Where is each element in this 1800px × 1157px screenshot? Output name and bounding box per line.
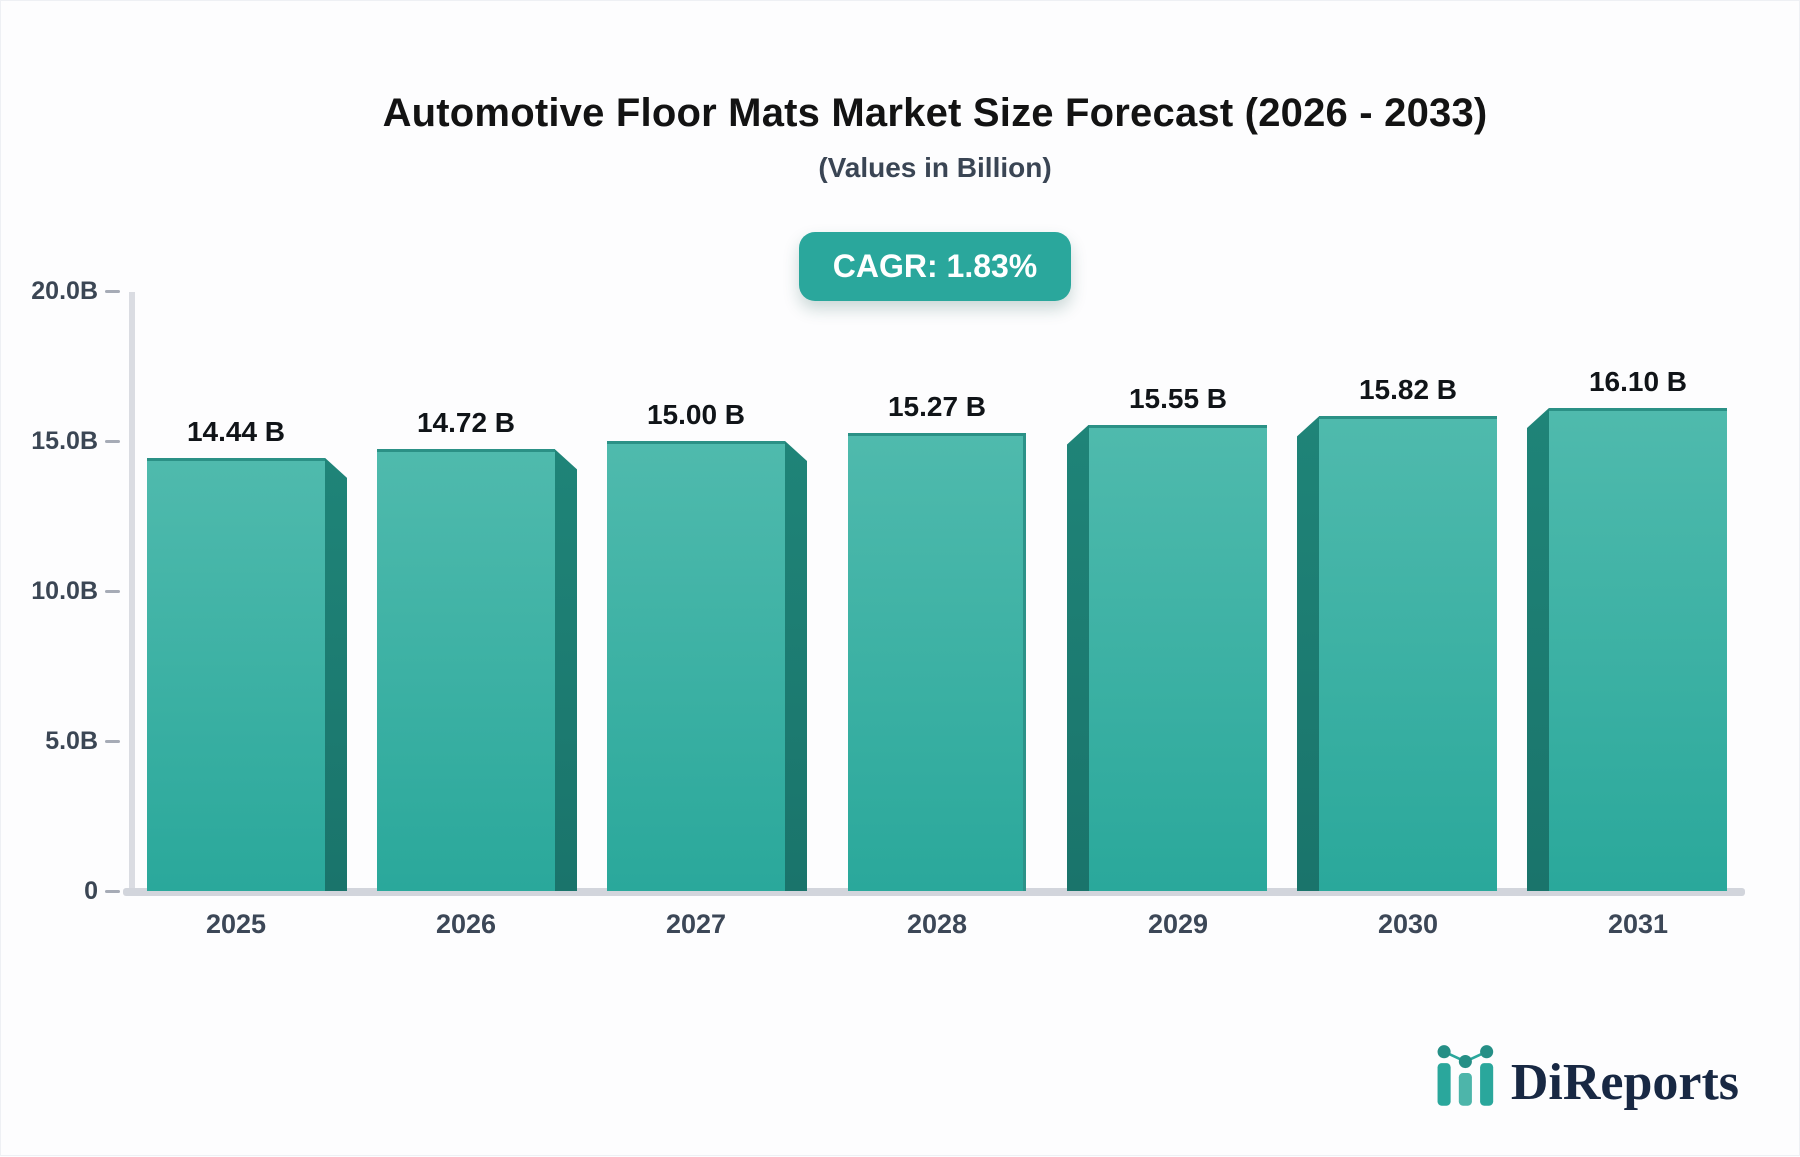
bar-2029: 15.55 B — [1067, 383, 1267, 891]
bar-face — [1549, 408, 1727, 891]
bar-face — [607, 441, 785, 891]
bar-slot-2027: 15.00 B 2027 — [592, 291, 822, 939]
bars-row: 14.44 B 2025 14.72 B 2026 15.00 B 2027 15.27 B… — [132, 291, 1742, 939]
y-axis-tick-label: 10.0B — [31, 577, 98, 605]
bar-value-label: 14.44 B — [186, 415, 286, 447]
bar-2028: 15.27 B — [837, 391, 1037, 891]
chart-header: Automotive Floor Mats Market Size Foreca… — [1, 1, 1799, 184]
bar-value-label: 15.55 B — [1128, 382, 1228, 414]
bar-face — [1089, 424, 1267, 891]
bar-slot-2025: 14.44 B 2025 — [132, 291, 362, 939]
bar-3d-side — [325, 457, 347, 891]
bar-3d-side — [1527, 408, 1549, 891]
y-axis-tick-mark — [105, 739, 120, 743]
bar-3d-side — [1067, 424, 1089, 891]
bar-2030: 15.82 B — [1297, 374, 1497, 891]
chart-subtitle: (Values in Billion) — [818, 152, 1052, 183]
y-axis-tick-mark — [105, 589, 120, 593]
y-axis-tick-label: 5.0B — [45, 727, 98, 755]
bar-face — [848, 432, 1026, 891]
bar-slot-2029: 15.55 B 2029 — [1052, 291, 1282, 939]
x-axis-tick-label: 2025 — [205, 909, 267, 939]
y-axis-tick-label: 15.0B — [31, 427, 98, 455]
bar-face — [1319, 416, 1497, 891]
x-axis-tick-label: 2028 — [906, 909, 968, 939]
bar-value-label: 15.82 B — [1358, 374, 1458, 406]
bar-3d-side — [785, 441, 807, 891]
bar-face — [147, 457, 325, 891]
logo-text: DiReports — [1510, 1054, 1739, 1111]
x-axis-tick-label: 2031 — [1607, 909, 1669, 939]
bar-3d-side — [1297, 416, 1319, 891]
y-axis-tick-label: 0 — [84, 877, 98, 905]
x-axis-line — [123, 888, 1745, 896]
bar-face — [377, 449, 555, 891]
bar-chart-dots-icon — [1437, 1045, 1493, 1106]
y-axis-tick-mark — [105, 439, 120, 443]
cagr-badge: CAGR: 1.83% — [798, 232, 1072, 301]
bar-3d-side — [555, 449, 577, 891]
x-axis-tick-label: 2030 — [1377, 909, 1439, 939]
bar-2025: 14.44 B — [147, 416, 347, 891]
bar-2031: 16.10 B — [1527, 366, 1727, 891]
bar-slot-2030: 15.82 B 2030 — [1282, 291, 1512, 939]
bar-2026: 14.72 B — [377, 407, 577, 891]
bar-value-label: 15.27 B — [887, 390, 987, 422]
bar-value-label: 14.72 B — [416, 407, 516, 439]
bar-value-label: 16.10 B — [1588, 366, 1688, 397]
x-axis-tick-label: 2026 — [435, 909, 497, 939]
y-axis-tick-mark — [105, 889, 120, 893]
chart-title: Automotive Floor Mats Market Size Foreca… — [382, 91, 1488, 135]
bar-slot-2028: 15.27 B 2028 — [822, 291, 1052, 939]
bar-2027: 15.00 B — [607, 399, 807, 891]
x-axis-tick-label: 2027 — [665, 909, 727, 939]
direports-logo: DiReports — [1431, 1037, 1739, 1109]
bar-slot-2026: 14.72 B 2026 — [362, 291, 592, 939]
bar-value-label: 15.00 B — [646, 399, 746, 430]
y-axis-line — [129, 292, 135, 891]
cagr-badge-row: CAGR: 1.83% — [1, 232, 1799, 301]
x-axis-tick-label: 2029 — [1147, 909, 1209, 939]
bar-slot-2031: 16.10 B 2031 — [1512, 291, 1742, 939]
